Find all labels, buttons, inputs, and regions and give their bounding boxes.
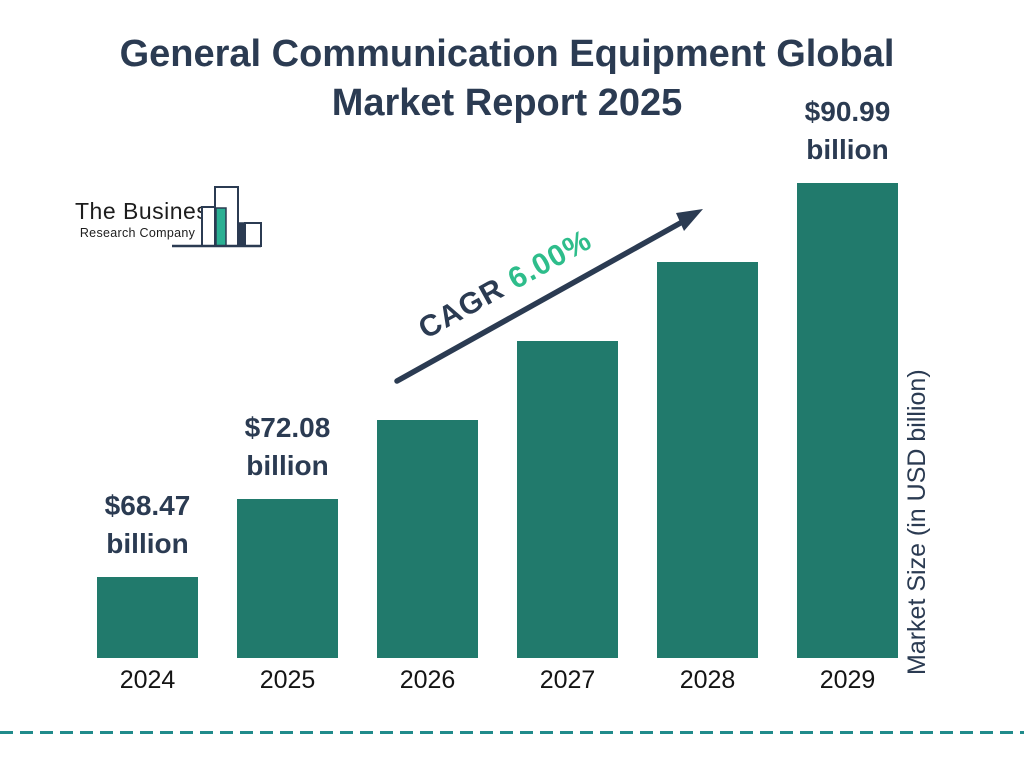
- page-title: General Communication Equipment Global Ma…: [0, 30, 1014, 128]
- bottom-dashed-divider: [0, 731, 1024, 734]
- x-axis-label-2024: 2024: [119, 666, 176, 694]
- page-title-line2: Market Report 2025: [331, 82, 683, 124]
- bar-2027: [517, 341, 618, 658]
- company-logo: The Business Research Company: [70, 180, 290, 255]
- bar-value-label-2029: $90.99 billion: [804, 96, 891, 165]
- x-axis-label-2029: 2029: [819, 666, 876, 694]
- bar-value-label-2025: $72.08 billion: [244, 412, 331, 481]
- bar-value-label-2024: $68.47 billion: [104, 490, 191, 559]
- y-axis-label: Market Size (in USD billion): [903, 369, 931, 675]
- bar-2024: [97, 577, 198, 658]
- logo-barchart-icon: [172, 186, 262, 248]
- bar-2028: [657, 262, 758, 658]
- cagr-label: CAGR: [413, 272, 510, 346]
- bar-2025: [237, 499, 338, 658]
- x-axis-label-2028: 2028: [679, 666, 736, 694]
- logo-name: The Business: [75, 198, 221, 224]
- logo-text: The Business Research Company: [75, 198, 221, 240]
- cagr-annotation: CAGR6.00%: [394, 213, 616, 357]
- x-axis-label-2025: 2025: [259, 666, 316, 694]
- bar-2026: [377, 420, 478, 658]
- x-axis-label-2027: 2027: [539, 666, 596, 694]
- bar-2029: [797, 183, 898, 658]
- cagr-value: 6.00%: [502, 223, 598, 297]
- x-axis-label-2026: 2026: [399, 666, 456, 694]
- logo-subname: Research Company: [79, 226, 196, 240]
- page-title-line1: General Communication Equipment Global: [119, 33, 895, 75]
